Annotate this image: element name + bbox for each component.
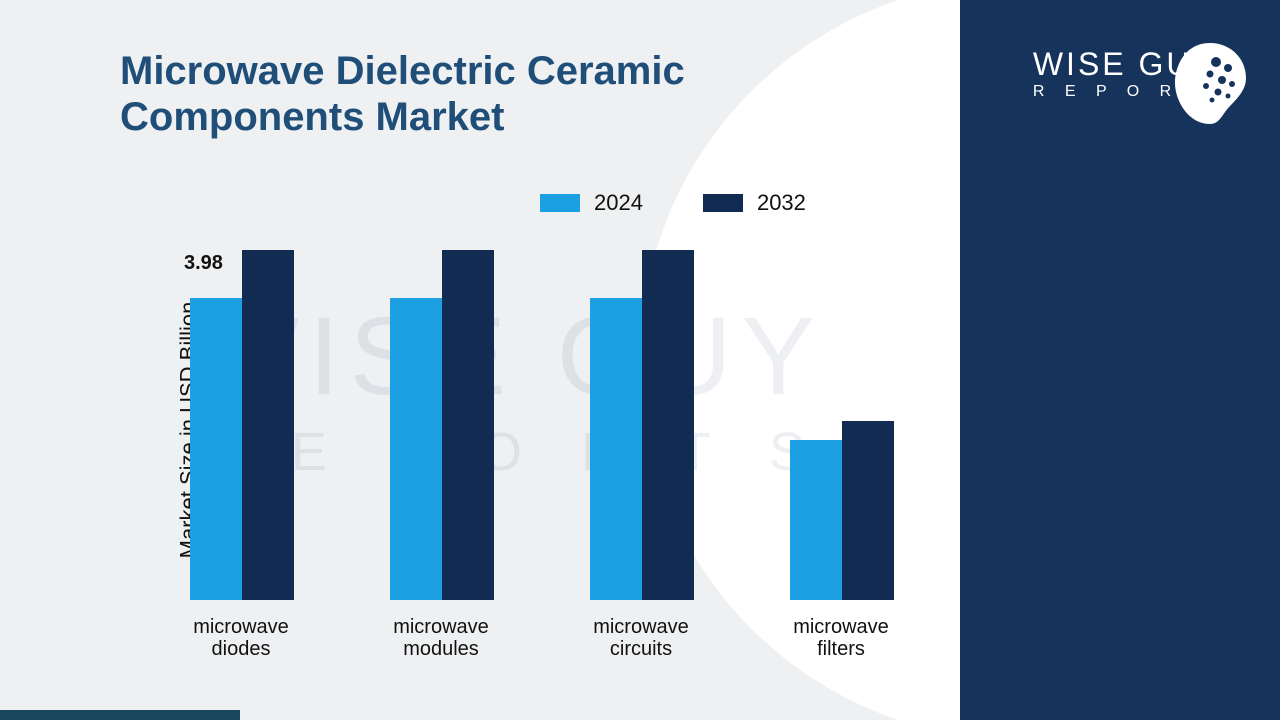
legend-swatch-2024 bbox=[540, 194, 580, 212]
legend-swatch-2032 bbox=[703, 194, 743, 212]
legend-item-2032: 2032 bbox=[703, 190, 806, 216]
chart-title: Microwave Dielectric Ceramic Components … bbox=[120, 48, 770, 140]
bar-2032 bbox=[842, 421, 894, 600]
bar-2032 bbox=[442, 250, 494, 600]
bar-2024 bbox=[790, 440, 842, 600]
legend-label-2024: 2024 bbox=[594, 190, 643, 216]
bar-2024 bbox=[590, 298, 642, 600]
bar-2032 bbox=[642, 250, 694, 600]
legend-item-2024: 2024 bbox=[540, 190, 643, 216]
bar-2032 bbox=[242, 250, 294, 600]
bar-value-label: 3.98 bbox=[184, 252, 223, 275]
bar-2024 bbox=[190, 298, 242, 600]
legend: 2024 2032 bbox=[540, 190, 806, 216]
brand-head-icon bbox=[1170, 38, 1250, 128]
bar-group bbox=[390, 250, 494, 600]
stage: WISE GUY R E P O R T S WISE GUY R E P O … bbox=[0, 0, 1280, 720]
x-axis-labels: microwavediodes microwavemodules microwave… bbox=[160, 610, 920, 670]
chart-area: 2024 2032 Market Size in USD Billion 3.9… bbox=[100, 190, 920, 670]
bar-2024 bbox=[390, 298, 442, 600]
x-tick-label: microwavediodes bbox=[166, 616, 316, 660]
x-tick-label: microwavecircuits bbox=[566, 616, 716, 660]
legend-label-2032: 2032 bbox=[757, 190, 806, 216]
brand-logo: WISE GUY R E P O R T S bbox=[1033, 48, 1240, 100]
plot-region: 3.98 bbox=[160, 220, 920, 600]
bar-group bbox=[590, 250, 694, 600]
x-tick-label: microwavefilters bbox=[766, 616, 916, 660]
bar-group: 3.98 bbox=[190, 250, 294, 600]
bottom-accent-bar bbox=[0, 710, 240, 720]
x-tick-label: microwavemodules bbox=[366, 616, 516, 660]
bar-group bbox=[790, 421, 894, 600]
